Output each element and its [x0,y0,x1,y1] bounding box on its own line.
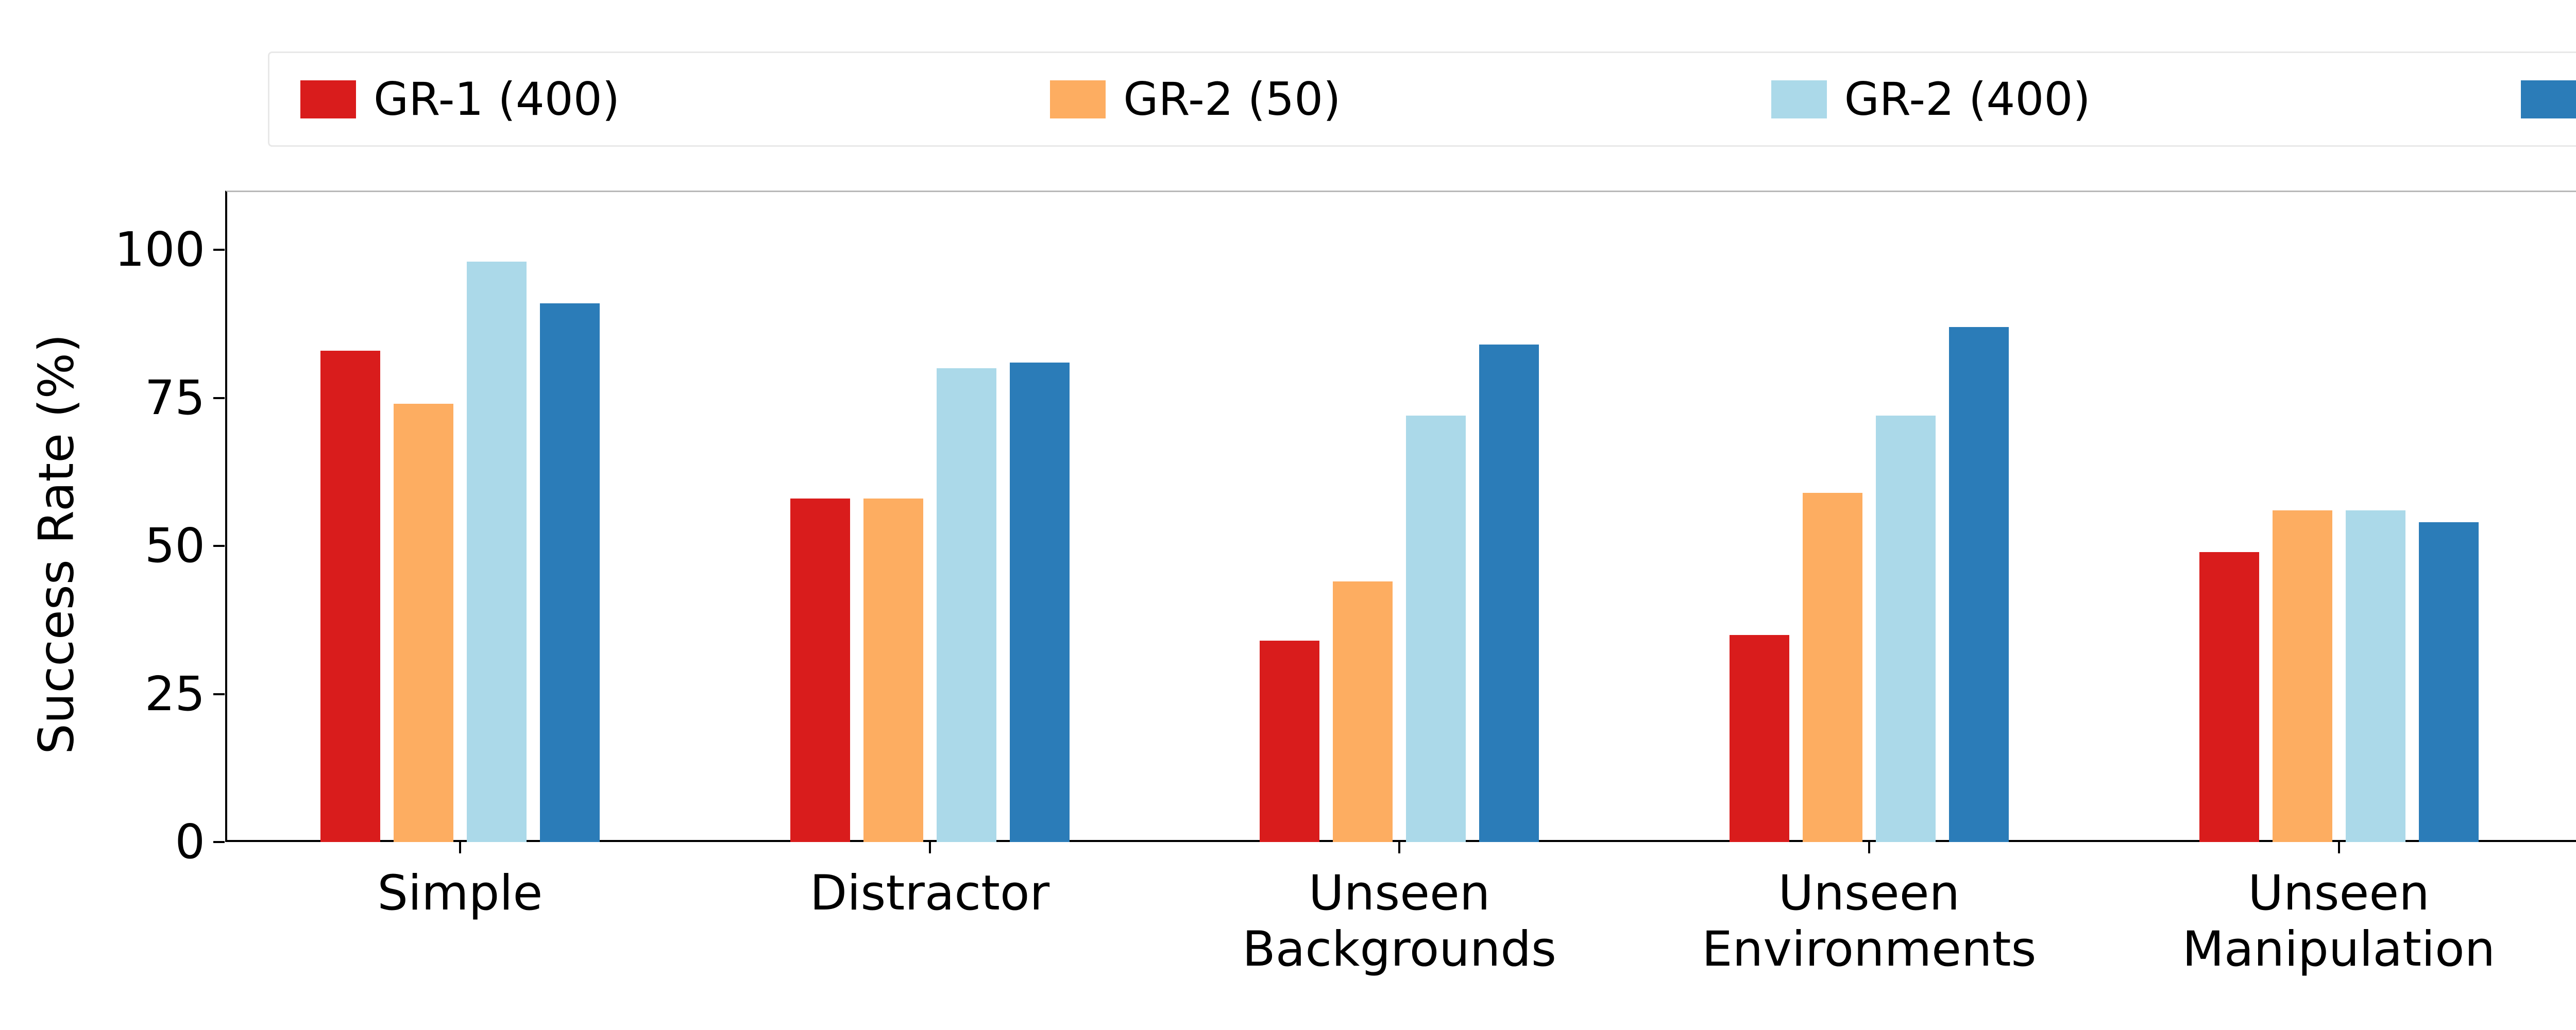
bar-1-0[interactable] [790,499,850,842]
y-tick-label-100: 100 [114,222,205,277]
legend-entry-3[interactable]: GR-2 w/ DA (400) [2520,77,2576,122]
bars-layer [225,191,2576,842]
bar-4-1[interactable] [2272,510,2332,842]
y-tick-mark-100 [213,249,225,251]
legend-label-2: GR-2 (400) [1844,72,2091,126]
legend-label-1: GR-2 (50) [1123,72,1341,126]
x-tick-label-1: Distractor [809,865,1050,921]
y-tick-label-25: 25 [144,666,205,722]
x-tick-mark-3 [1868,842,1870,853]
bar-group-4 [2199,191,2479,842]
y-tick-mark-0 [213,841,225,843]
x-tick-label-0: Simple [377,865,543,921]
legend-entry-1[interactable]: GR-2 (50) [1050,72,1341,126]
bar-1-1[interactable] [863,499,923,842]
bar-0-0[interactable] [320,350,380,842]
x-tick-label-3: Unseen Environments [1702,865,2037,978]
plot-area-frame [225,191,2576,842]
x-tick-mark-2 [1398,842,1401,853]
legend-label-0: GR-1 (400) [374,72,620,126]
x-tick-label-4: Unseen Manipulation [2182,865,2496,978]
y-tick-mark-75 [213,397,225,399]
y-tick-mark-50 [213,545,225,547]
bar-2-2[interactable] [1406,416,1466,842]
bar-3-1[interactable] [1802,492,1862,842]
bar-group-0 [320,191,600,842]
bar-4-3[interactable] [2418,522,2479,842]
legend-swatch-icon-1 [1050,80,1106,118]
bar-1-3[interactable] [1009,362,1070,842]
bar-2-3[interactable] [1479,345,1539,842]
bar-3-2[interactable] [1875,416,1936,842]
y-tick-label-75: 75 [144,370,205,425]
legend-entry-0[interactable]: GR-1 (400) [300,72,620,126]
bar-group-3 [1729,191,2009,842]
bar-0-1[interactable] [393,404,453,842]
bar-3-3[interactable] [1948,327,2009,842]
bar-0-3[interactable] [539,303,600,842]
bar-2-1[interactable] [1333,581,1393,842]
bar-2-0[interactable] [1260,641,1320,842]
chart-legend: GR-1 (400) GR-2 (50) GR-2 (400) GR-2 w/ … [268,52,2576,147]
x-tick-mark-4 [2337,842,2340,853]
bar-group-1 [790,191,1070,842]
y-tick-label-0: 0 [175,814,205,869]
legend-swatch-icon-3 [2520,80,2576,118]
x-tick-label-2: Unseen Backgrounds [1242,865,1557,978]
bar-4-0[interactable] [2199,552,2259,842]
x-tick-mark-1 [928,842,931,853]
x-tick-mark-0 [459,842,461,853]
bar-4-2[interactable] [2345,510,2405,842]
legend-swatch-icon-0 [300,80,356,118]
bar-group-2 [1260,191,1539,842]
y-tick-mark-25 [213,693,225,695]
y-tick-label-50: 50 [144,518,205,573]
legend-swatch-icon-2 [1771,80,1827,118]
y-axis-tick-labels: 0 25 50 75 100 [0,0,225,1030]
legend-entry-2[interactable]: GR-2 (400) [1771,72,2091,126]
bar-3-0[interactable] [1729,634,1789,842]
bar-1-2[interactable] [936,368,996,842]
bar-0-2[interactable] [466,262,527,842]
